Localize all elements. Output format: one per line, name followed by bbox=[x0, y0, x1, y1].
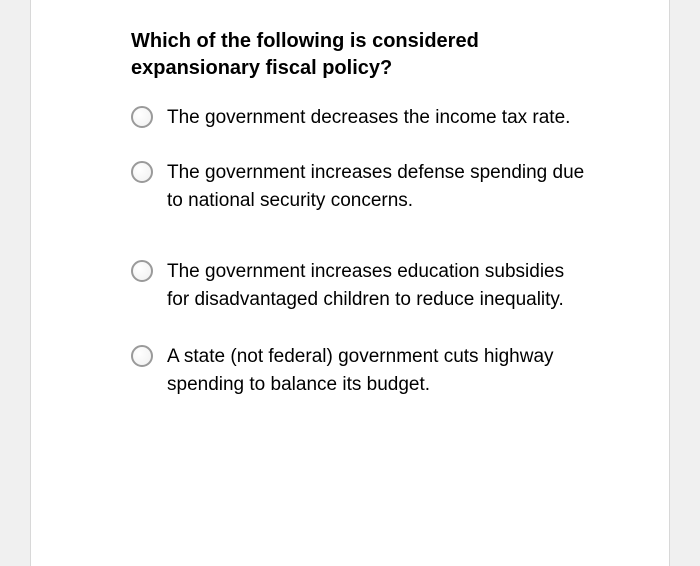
option-label: The government decreases the income tax … bbox=[167, 104, 570, 133]
radio-icon[interactable] bbox=[131, 161, 153, 183]
option-label: A state (not federal) government cuts hi… bbox=[167, 343, 589, 400]
options-group: The government decreases the income tax … bbox=[131, 104, 589, 400]
radio-icon[interactable] bbox=[131, 106, 153, 128]
question-text: Which of the following is considered exp… bbox=[131, 28, 589, 82]
option-0[interactable]: The government decreases the income tax … bbox=[131, 104, 589, 133]
option-label: The government increases education subsi… bbox=[167, 258, 589, 315]
option-3[interactable]: A state (not federal) government cuts hi… bbox=[131, 343, 589, 400]
option-2[interactable]: The government increases education subsi… bbox=[131, 258, 589, 315]
radio-icon[interactable] bbox=[131, 260, 153, 282]
question-card: Which of the following is considered exp… bbox=[30, 0, 670, 566]
option-label: The government increases defense spendin… bbox=[167, 159, 589, 216]
radio-icon[interactable] bbox=[131, 345, 153, 367]
option-1[interactable]: The government increases defense spendin… bbox=[131, 159, 589, 216]
